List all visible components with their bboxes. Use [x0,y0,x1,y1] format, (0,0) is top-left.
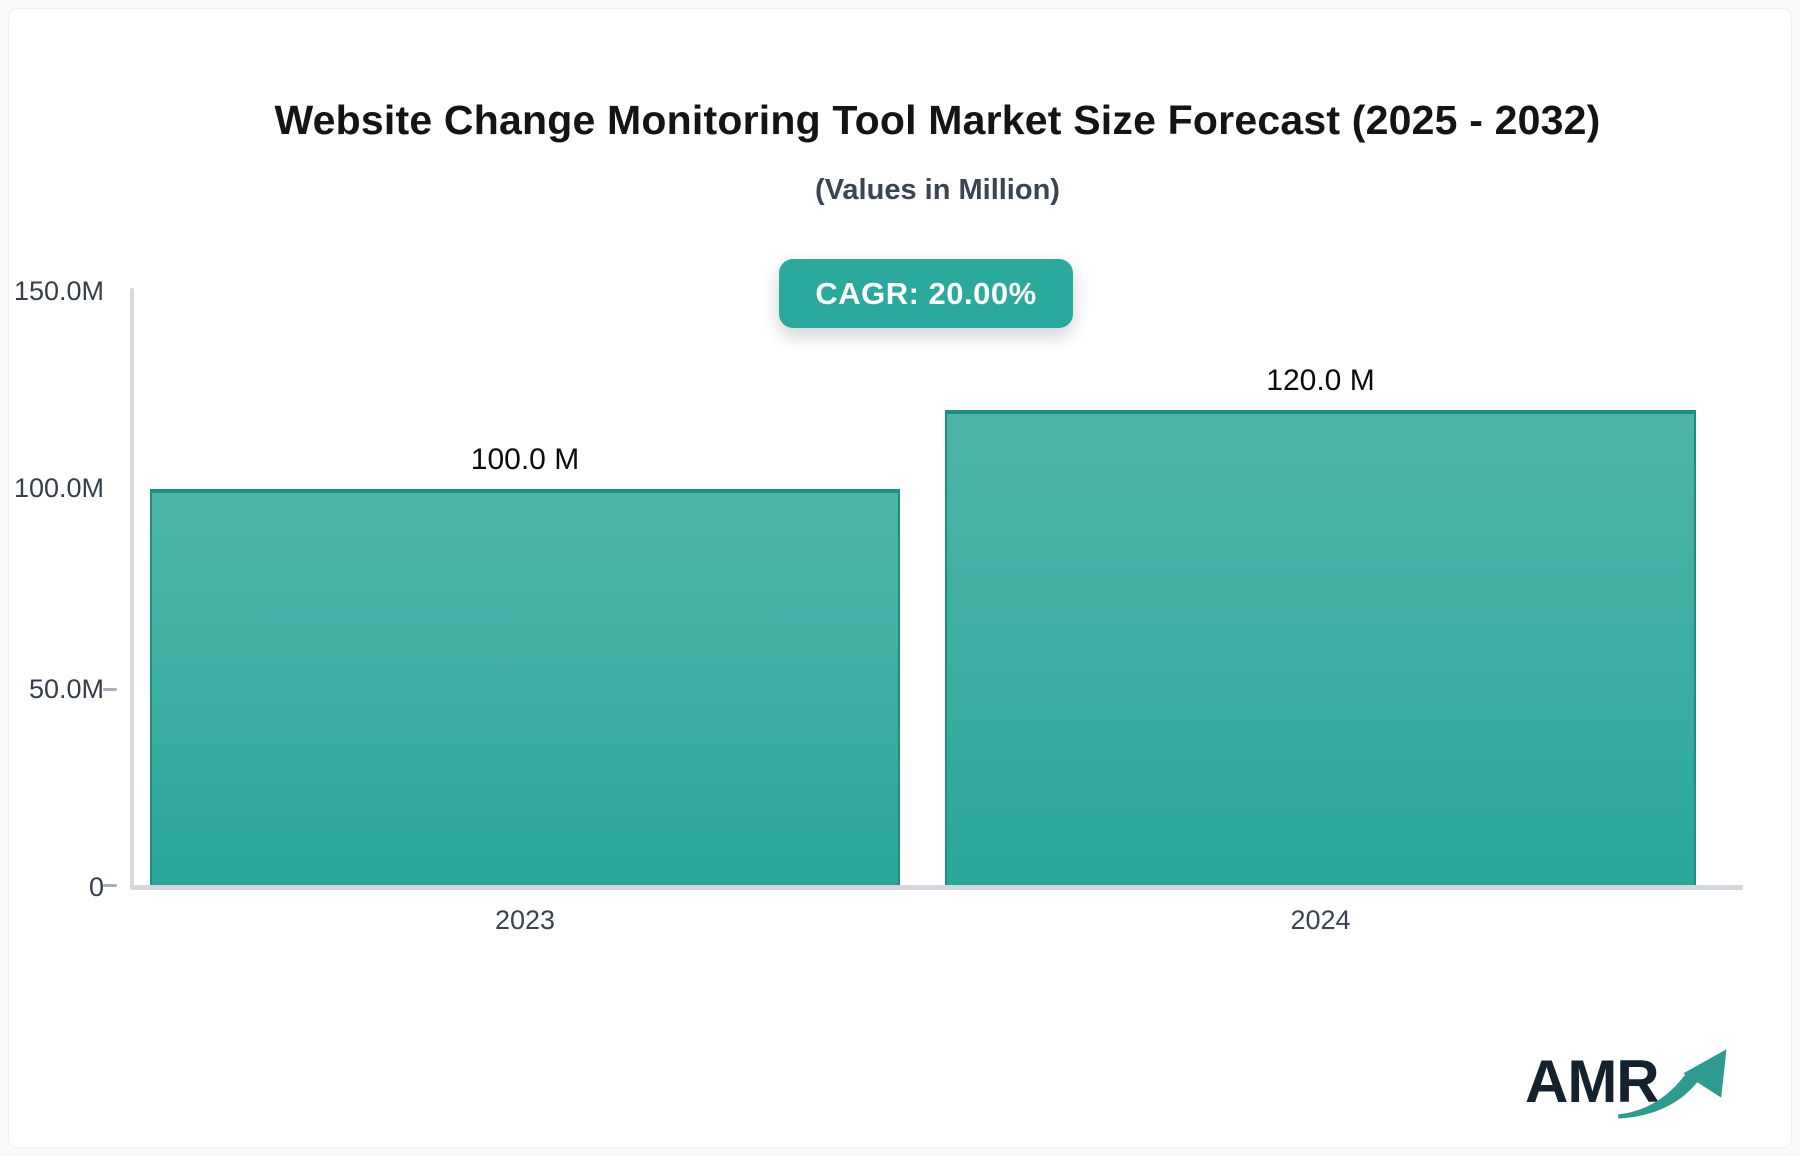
y-tick-label-100: 100.0M [13,473,104,503]
x-category-label-2023: 2023 [494,905,556,935]
x-category-label-2024: 2024 [1290,905,1351,935]
bar-2023 [150,489,900,885]
y-axis-line [130,288,134,890]
bar-value-label-2023: 100.0 M [470,443,580,476]
bar-value-label-2024: 120.0 M [1266,364,1375,397]
y-tick-mark-0 [103,884,117,887]
cagr-badge-label: CAGR: 20.00% [815,275,1037,311]
y-tick-label-50: 50.0M [28,674,104,704]
y-tick-mark-50 [103,688,117,691]
chart-card: Website Change Monitoring Tool Market Si… [8,8,1792,1148]
amr-logo: AMR [1525,1037,1745,1129]
bar-2024 [945,410,1696,885]
cagr-badge: CAGR: 20.00% [779,259,1073,328]
chart-subtitle: (Values in Million) [815,174,1060,206]
x-axis-line [130,885,1743,890]
y-tick-label-0: 0 [88,872,104,902]
growth-arrow-icon [1618,1049,1727,1119]
chart-title: Website Change Monitoring Tool Market Si… [274,97,1601,143]
y-tick-label-150: 150.0M [13,276,104,306]
amr-logo-text: AMR [1525,1048,1660,1115]
